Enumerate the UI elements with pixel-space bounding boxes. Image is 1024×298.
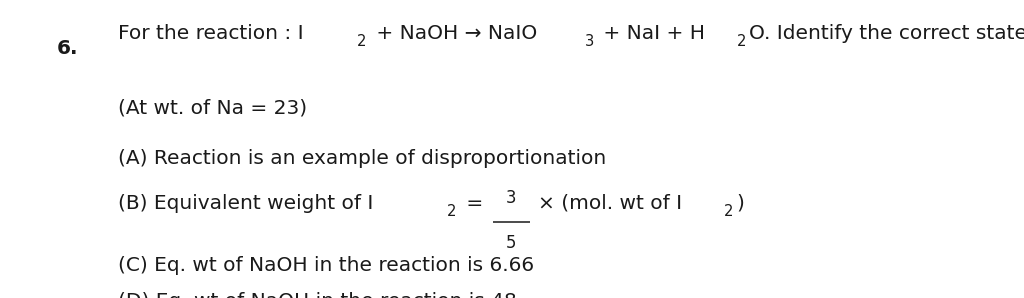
Text: 2: 2	[357, 34, 367, 49]
Text: 2: 2	[724, 204, 733, 219]
Text: + NaOH → NaIO: + NaOH → NaIO	[370, 24, 537, 43]
Text: 3: 3	[586, 34, 595, 49]
Text: + NaI + H: + NaI + H	[597, 24, 706, 43]
Text: 2: 2	[737, 34, 746, 49]
Text: 3: 3	[506, 189, 516, 207]
Text: (B) Equivalent weight of I: (B) Equivalent weight of I	[118, 194, 373, 212]
Text: 2: 2	[447, 204, 457, 219]
Text: × (mol. wt of I: × (mol. wt of I	[538, 194, 682, 212]
Text: =: =	[460, 194, 489, 212]
Text: 5: 5	[506, 234, 516, 252]
Text: (D) Eq. wt of NaOH in the reaction is 48: (D) Eq. wt of NaOH in the reaction is 48	[118, 292, 517, 298]
Text: (C) Eq. wt of NaOH in the reaction is 6.66: (C) Eq. wt of NaOH in the reaction is 6.…	[118, 256, 534, 275]
Text: 6.: 6.	[56, 39, 78, 58]
Text: (At wt. of Na = 23): (At wt. of Na = 23)	[118, 98, 307, 117]
Text: ): )	[736, 194, 743, 212]
Text: For the reaction : I: For the reaction : I	[118, 24, 303, 43]
Text: (A) Reaction is an example of disproportionation: (A) Reaction is an example of disproport…	[118, 149, 606, 168]
Text: O. Identify the correct statements: O. Identify the correct statements	[749, 24, 1024, 43]
